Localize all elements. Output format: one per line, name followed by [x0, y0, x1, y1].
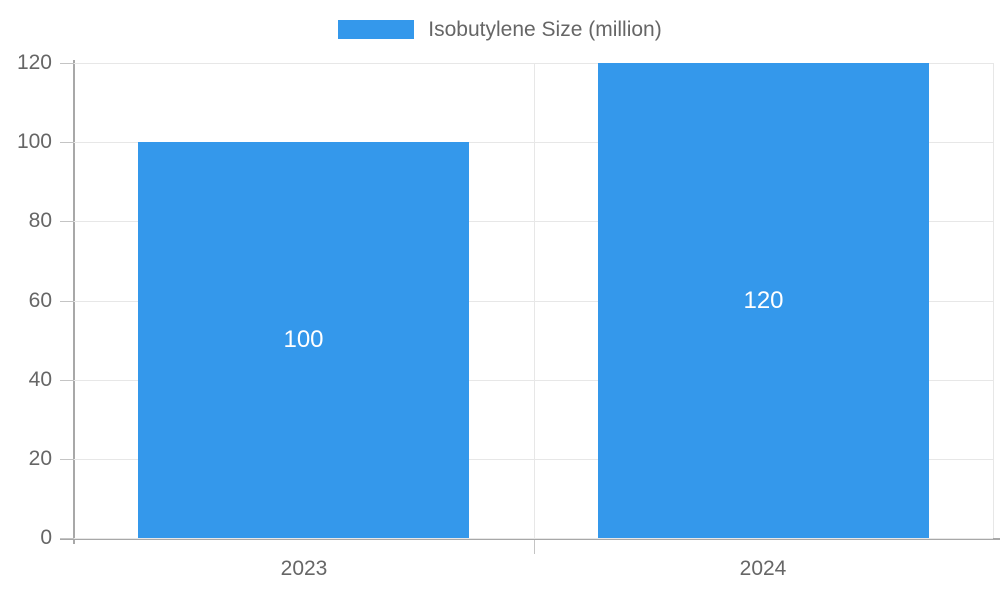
y-tick-label-0: 0 — [40, 526, 52, 549]
y-tick-label-20: 20 — [28, 447, 52, 470]
y-tick-label-120: 120 — [16, 51, 52, 74]
legend-item-isobutylene-size[interactable]: Isobutylene Size (million) — [338, 14, 662, 44]
bar-2024[interactable]: 120 — [598, 63, 929, 538]
y-tick-80 — [60, 221, 74, 222]
gridline-y-60 — [74, 301, 993, 302]
y-tick-label-100: 100 — [16, 130, 52, 153]
y-tick-40 — [60, 380, 74, 381]
y-axis-line — [73, 60, 75, 544]
bar-value-label-2023: 100 — [283, 326, 324, 353]
y-tick-20 — [60, 459, 74, 460]
gridline-y-120 — [74, 63, 993, 64]
legend-item-label: Isobutylene Size (million) — [428, 17, 662, 41]
gridline-y-100 — [74, 142, 993, 143]
y-tick-0 — [60, 538, 74, 539]
y-tick-100 — [60, 142, 74, 143]
bar-2023[interactable]: 100 — [138, 142, 469, 538]
y-tick-60 — [60, 301, 74, 302]
legend-color-swatch-icon — [338, 19, 415, 39]
x-axis-line — [60, 538, 1000, 540]
x-tick-boundary-1 — [534, 540, 535, 554]
y-tick-label-40: 40 — [28, 368, 52, 391]
plot-area: 100 120 — [74, 63, 994, 539]
y-tick-label-60: 60 — [28, 289, 52, 312]
gridline-x-2 — [993, 63, 994, 538]
chart-legend: Isobutylene Size (million) — [0, 0, 1000, 58]
x-axis-label-2024: 2024 — [739, 557, 787, 580]
gridline-y-40 — [74, 380, 993, 381]
gridline-x-1 — [534, 63, 535, 538]
gridline-y-80 — [74, 221, 993, 222]
gridline-y-0 — [74, 538, 993, 539]
bar-value-label-2024: 120 — [743, 287, 784, 314]
y-tick-120 — [60, 63, 74, 64]
gridline-y-20 — [74, 459, 993, 460]
y-tick-label-80: 80 — [28, 209, 52, 232]
x-axis-label-2023: 2023 — [280, 557, 328, 580]
